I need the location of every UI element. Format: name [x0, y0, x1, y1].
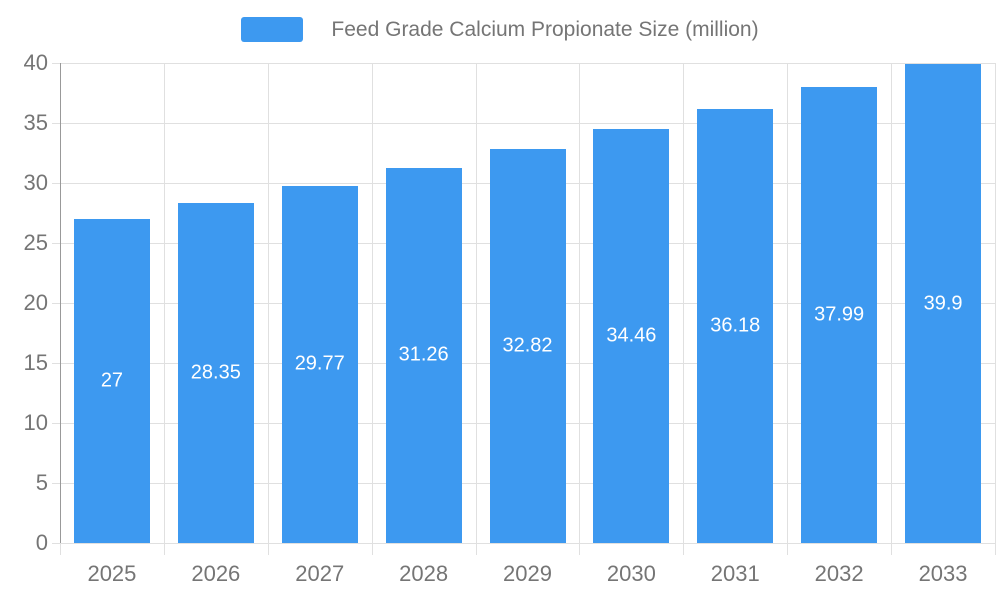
x-axis-tick	[891, 543, 893, 555]
bar-2033[interactable]	[905, 64, 982, 543]
bar-2029[interactable]	[489, 149, 566, 543]
y-axis-tick	[52, 183, 60, 184]
x-axis-tick-label: 2027	[295, 561, 345, 586]
y-axis-tick-label: 35	[23, 110, 48, 135]
x-axis-tick-label: 2032	[814, 561, 864, 586]
gridline-vertical	[163, 63, 165, 543]
bar-2027[interactable]	[281, 185, 358, 543]
x-axis-tick	[371, 543, 373, 555]
y-axis-tick	[52, 423, 60, 424]
x-axis-tick-label: 2026	[191, 561, 241, 586]
gridline-horizontal	[60, 63, 995, 64]
bar-2026[interactable]	[177, 202, 254, 543]
bar-2025[interactable]	[73, 219, 150, 543]
y-axis-tick-label: 5	[35, 470, 48, 495]
y-axis-tick-label: 30	[23, 170, 48, 195]
plot-area: 27 28.35 29.77 31.26 32.82 34.46 36.18 37.99 39.…	[60, 63, 996, 544]
gridline-vertical	[891, 63, 893, 543]
x-axis-tick	[683, 543, 685, 555]
y-axis-tick	[52, 363, 60, 364]
x-axis-tick	[267, 543, 269, 555]
legend-item[interactable]: Feed Grade Calcium Propionate Size (mill…	[0, 17, 1000, 42]
y-axis-tick-label: 0	[35, 530, 48, 555]
x-axis-tick	[163, 543, 165, 555]
y-axis-tick-label: 15	[23, 350, 48, 375]
y-axis-tick-label: 20	[23, 290, 48, 315]
y-axis-tick	[52, 483, 60, 484]
legend-label: Feed Grade Calcium Propionate Size (mill…	[331, 18, 759, 41]
gridline-vertical	[995, 63, 996, 543]
x-axis-tick	[60, 543, 61, 555]
y-axis-tick-label: 25	[23, 230, 48, 255]
y-axis-tick	[52, 123, 60, 124]
gridline-horizontal	[60, 543, 995, 544]
legend-swatch	[241, 17, 304, 42]
x-axis-tick-label: 2031	[710, 561, 760, 586]
x-axis-tick-label: 2029	[503, 561, 552, 586]
bar-2030[interactable]	[593, 129, 670, 543]
gridline-vertical	[787, 63, 789, 543]
x-axis-tick-label: 2030	[606, 561, 656, 586]
bar-2028[interactable]	[385, 167, 462, 543]
y-axis-line	[60, 63, 61, 543]
y-axis-tick	[52, 63, 60, 64]
bar-2032[interactable]	[801, 87, 878, 543]
gridline-vertical	[475, 63, 477, 543]
y-axis-tick	[52, 303, 60, 304]
y-axis-tick	[52, 543, 60, 544]
gridline-vertical	[371, 63, 373, 543]
gridline-vertical	[579, 63, 581, 543]
gridline-vertical	[267, 63, 269, 543]
gridline-horizontal	[60, 123, 995, 124]
x-axis-tick-label: 2033	[918, 561, 968, 586]
bar-2031[interactable]	[697, 108, 774, 543]
x-axis-tick-label: 2028	[399, 561, 449, 586]
x-axis-tick	[579, 543, 581, 555]
x-axis-tick	[787, 543, 789, 555]
gridline-vertical	[683, 63, 685, 543]
y-axis-tick-label: 10	[23, 410, 48, 435]
x-axis-tick-label: 2025	[87, 561, 137, 586]
y-axis-tick-label: 40	[23, 50, 48, 75]
x-axis-tick	[475, 543, 477, 555]
x-axis-tick	[995, 543, 996, 555]
y-axis-tick	[52, 243, 60, 244]
